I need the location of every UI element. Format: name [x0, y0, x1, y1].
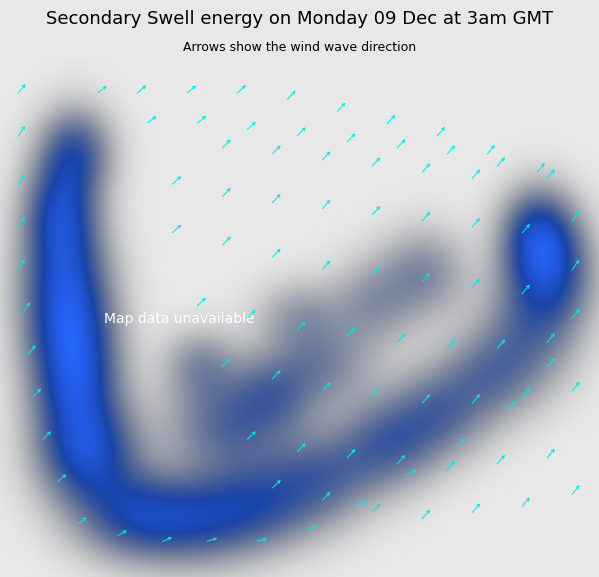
- Text: Map data unavailable: Map data unavailable: [104, 312, 255, 326]
- Text: Secondary Swell energy on Monday 09 Dec at 3am GMT: Secondary Swell energy on Monday 09 Dec …: [46, 10, 553, 28]
- Text: Arrows show the wind wave direction: Arrows show the wind wave direction: [183, 41, 416, 54]
